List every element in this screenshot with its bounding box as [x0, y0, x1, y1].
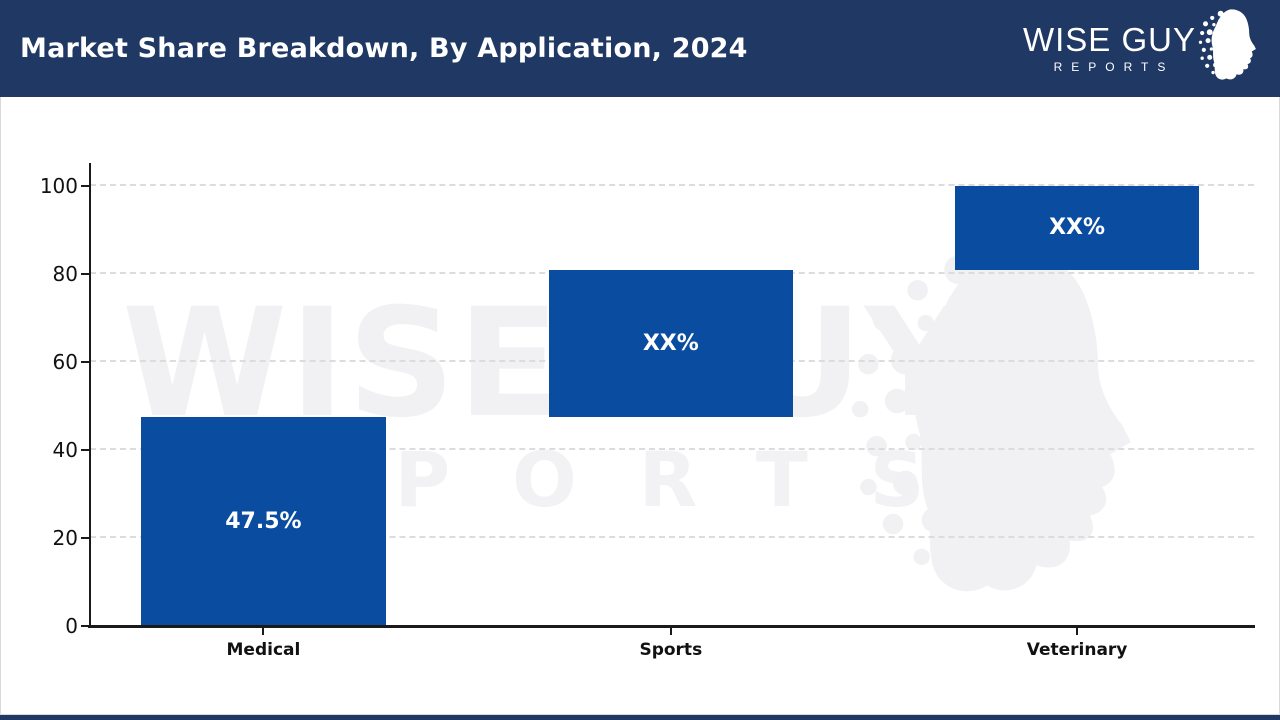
y-tick-label-60: 60: [52, 350, 78, 374]
logo-name: WISE GUY: [1022, 21, 1196, 58]
y-tick-label-80: 80: [52, 262, 78, 286]
logo-text: WISE GUY REPORTS: [1023, 23, 1196, 74]
y-axis-labels: 0 20 40 60 80 100: [0, 174, 78, 638]
footer-bar: [0, 715, 1280, 720]
y-tick-label-20: 20: [52, 526, 78, 550]
y-tick-label-40: 40: [52, 438, 78, 462]
x-tick-label-veterinary: Veterinary: [1026, 640, 1128, 660]
y-axis: [89, 163, 91, 627]
x-tick-mark-veterinary: [1076, 628, 1079, 635]
frame-edge-bottom: [0, 714, 1280, 715]
frame-edge-left: [0, 97, 1, 716]
x-tick-label-medical: Medical: [226, 640, 301, 660]
bar-veterinary: XX%: [954, 186, 1200, 270]
bar-value-label: XX%: [642, 330, 699, 356]
y-tick-mark-40: [81, 449, 89, 451]
logo-sub: REPORTS: [1053, 60, 1175, 74]
chart-canvas: WISE GUY REPORTS 0 20 40 60 80 100 47.5% XX% XX…: [0, 97, 1280, 715]
y-tick-label-0: 0: [65, 614, 78, 638]
x-tick-label-sports: Sports: [639, 640, 703, 660]
bar-sports: XX%: [548, 269, 794, 417]
x-tick-mark-sports: [669, 628, 672, 635]
gridline-100: [90, 184, 1254, 186]
x-axis-labels: Medical Sports Veterinary: [90, 640, 1254, 664]
x-axis-ticks: [90, 628, 1254, 636]
y-tick-mark-60: [81, 361, 89, 363]
x-tick-mark-medical: [262, 628, 265, 635]
plot-area: 47.5% XX% XX%: [90, 184, 1254, 626]
bar-value-label: 47.5%: [225, 509, 302, 534]
gridline-40: [90, 448, 1254, 450]
page-title: Market Share Breakdown, By Application, …: [20, 33, 748, 64]
wiseguy-logo: WISE GUY REPORTS: [1023, 7, 1266, 91]
y-axis-ticks: [81, 185, 89, 627]
y-tick-mark-80: [81, 273, 89, 275]
header: Market Share Breakdown, By Application, …: [0, 0, 1280, 97]
bar-medical: 47.5%: [141, 417, 386, 626]
y-tick-mark-20: [81, 537, 89, 539]
bar-value-label: XX%: [1049, 215, 1106, 241]
y-tick-label-100: 100: [39, 174, 78, 198]
gridline-20: [90, 536, 1254, 538]
y-tick-mark-100: [81, 185, 89, 187]
x-axis: [88, 625, 1255, 628]
y-tick-mark-0: [81, 625, 89, 627]
